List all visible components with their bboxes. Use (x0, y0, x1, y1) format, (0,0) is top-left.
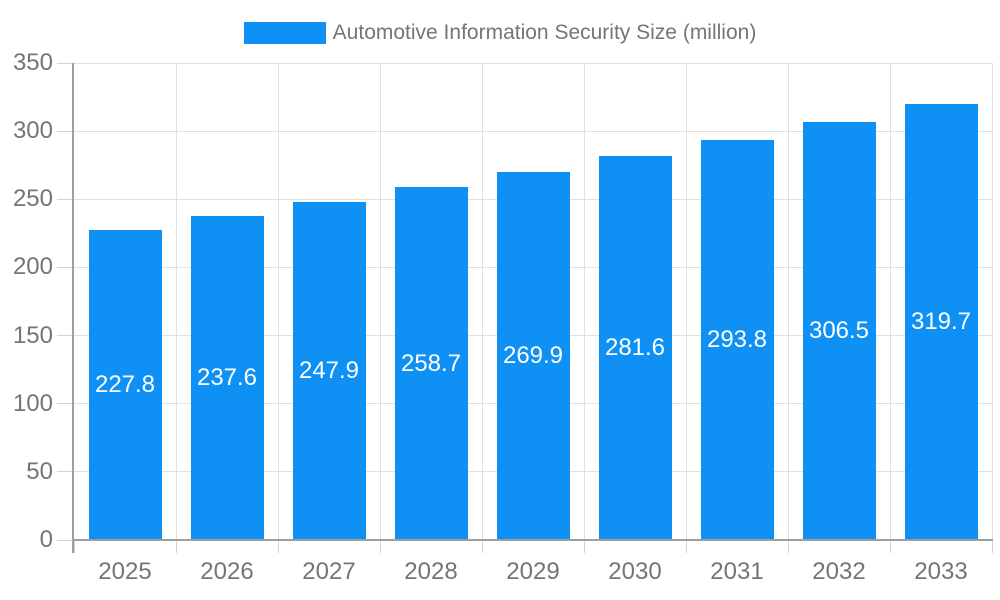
x-tick-label: 2031 (710, 558, 764, 585)
x-tick-label: 2029 (506, 558, 560, 585)
x-tick (379, 540, 381, 553)
y-tick (57, 130, 74, 132)
y-tick (57, 539, 74, 541)
bar-2030[interactable] (598, 156, 672, 540)
bar-value-label: 306.5 (808, 317, 870, 345)
x-gridline (481, 63, 483, 540)
y-tick-label: 100 (12, 389, 53, 417)
y-gridline (74, 62, 992, 64)
x-tick-label: 2032 (812, 558, 866, 585)
y-tick-label: 250 (12, 185, 53, 213)
x-tick (175, 540, 177, 553)
bar-value-label: 269.9 (502, 342, 564, 370)
legend[interactable]: Automotive Information Security Size (mi… (0, 20, 1000, 45)
x-tick (685, 540, 687, 553)
x-gridline (583, 63, 585, 540)
x-gridline (991, 63, 993, 540)
y-tick-label: 0 (39, 526, 53, 553)
x-tick (889, 540, 891, 553)
bar-2031[interactable] (700, 139, 774, 540)
y-tick (57, 403, 74, 405)
bar-value-label: 247.9 (298, 357, 360, 385)
x-gridline (379, 63, 381, 540)
x-gridline (787, 63, 789, 540)
bar-2028[interactable] (394, 187, 468, 540)
bar-value-label: 227.8 (94, 370, 156, 398)
bar-value-label: 319.7 (910, 308, 972, 336)
bar-value-label: 237.6 (196, 364, 258, 392)
bar-2025[interactable] (88, 229, 162, 540)
x-gridline (889, 63, 891, 540)
x-tick-label: 2027 (302, 558, 356, 585)
x-tick-label: 2025 (98, 558, 152, 585)
x-gridline (277, 63, 279, 540)
y-tick (57, 335, 74, 337)
x-tick (277, 540, 279, 553)
bar-value-label: 258.7 (400, 349, 462, 377)
y-tick (57, 266, 74, 268)
bar-2027[interactable] (292, 202, 366, 540)
bar-2032[interactable] (802, 122, 876, 540)
bar-value-label: 281.6 (604, 334, 666, 362)
x-axis-line (72, 539, 993, 541)
x-tick-label: 2030 (608, 558, 662, 585)
x-tick-label: 2026 (200, 558, 254, 585)
legend-swatch (243, 21, 326, 44)
y-tick-label: 50 (26, 457, 53, 485)
bar-2033[interactable] (904, 104, 978, 540)
x-tick-label: 2028 (404, 558, 458, 585)
x-gridline (685, 63, 687, 540)
bar-2029[interactable] (496, 172, 570, 540)
y-gridline (74, 130, 992, 132)
legend-label: Automotive Information Security Size (mi… (332, 21, 757, 44)
x-tick (73, 540, 75, 553)
y-tick (57, 198, 74, 200)
y-tick (57, 62, 74, 64)
y-axis-line (72, 63, 74, 553)
bar-2026[interactable] (190, 216, 264, 540)
y-tick-label: 150 (12, 321, 53, 349)
x-tick (991, 540, 993, 553)
x-tick (481, 540, 483, 553)
bar-value-label: 293.8 (706, 325, 768, 353)
x-tick (583, 540, 585, 553)
y-tick-label: 350 (12, 49, 53, 76)
x-tick (787, 540, 789, 553)
y-tick-label: 200 (12, 253, 53, 281)
x-tick-label: 2033 (914, 558, 968, 585)
x-gridline (175, 63, 177, 540)
y-tick-label: 300 (12, 117, 53, 145)
y-tick (57, 471, 74, 473)
